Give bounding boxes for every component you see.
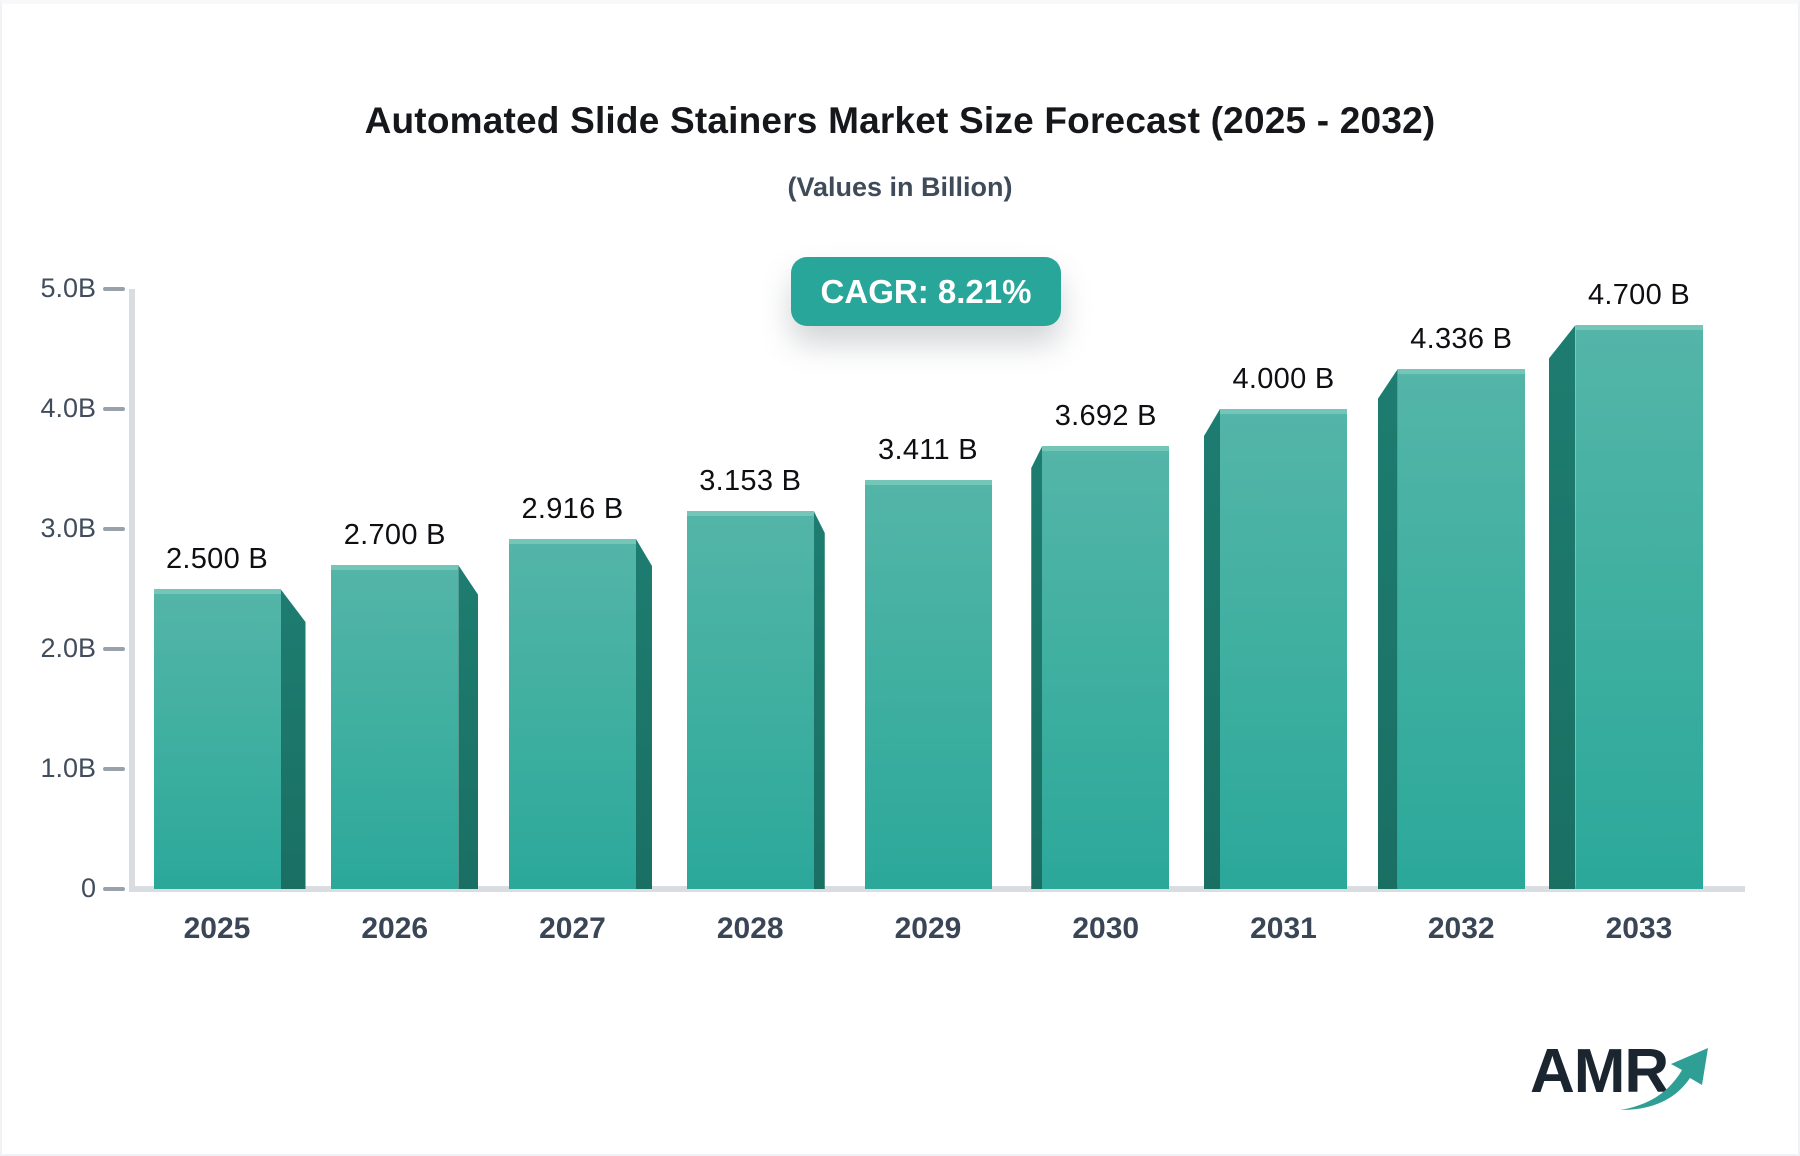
bar-value-label: 4.700 B <box>1587 279 1691 311</box>
bar-2032 <box>1397 369 1525 889</box>
bar-value-label: 2.500 B <box>165 543 269 575</box>
x-axis-tick-label: 2029 <box>894 912 962 945</box>
y-axis-line <box>129 289 135 892</box>
x-axis-tick-label: 2030 <box>1072 912 1140 945</box>
bar-value-label: 3.153 B <box>699 465 802 497</box>
bar-top-highlight <box>1575 325 1703 330</box>
bar-value-label: 4.000 B <box>1232 363 1335 395</box>
bar-2025 <box>153 589 281 889</box>
bar-side-3d <box>813 511 825 889</box>
chart-area: 5.0B 4.0B 3.0B 2.0B 1.0B 0 2.500 B 2025 2.700 B 2… <box>2 4 1798 1154</box>
bar-top-highlight <box>1042 446 1170 451</box>
y-axis-tick-mark <box>103 287 125 291</box>
bar-2027 <box>509 539 636 889</box>
bar-value-label: 2.916 B <box>521 493 624 525</box>
x-axis-tick-label: 2025 <box>183 912 251 945</box>
x-axis-tick-label: 2031 <box>1250 912 1317 945</box>
bar-side-3d <box>636 539 652 889</box>
bar-2033 <box>1575 325 1703 889</box>
growth-arrow-icon <box>1620 1048 1708 1110</box>
x-axis-tick-label: 2028 <box>716 912 784 945</box>
cagr-badge: CAGR: 8.21% <box>791 257 1061 326</box>
bar-side-3d <box>1548 325 1576 889</box>
bar-side-3d <box>1031 446 1043 889</box>
bar-top-highlight <box>1220 409 1347 414</box>
y-axis-tick-mark <box>103 527 125 531</box>
y-axis-tick-label: 2.0B <box>40 633 96 663</box>
brand-logo: AMR <box>1530 1030 1730 1120</box>
cagr-badge-label: CAGR: 8.21% <box>820 272 1032 310</box>
bar-top-highlight <box>864 480 992 485</box>
bar-2028 <box>686 511 814 889</box>
x-axis-tick-label: 2032 <box>1427 912 1495 945</box>
x-axis-line <box>129 886 1745 892</box>
y-axis-tick-mark <box>103 887 125 891</box>
bar-top-highlight <box>1397 369 1525 374</box>
bar-2031 <box>1220 409 1347 889</box>
y-axis-tick-mark <box>103 407 125 411</box>
y-axis-tick-label: 0 <box>80 873 96 903</box>
chart-subtitle: (Values in Billion) <box>787 172 1013 202</box>
y-axis-tick-label: 1.0B <box>40 753 96 783</box>
y-axis-tick-label: 4.0B <box>40 393 96 423</box>
y-axis-tick-label: 5.0B <box>40 273 96 303</box>
brand-logo-text: AMR <box>1530 1037 1669 1106</box>
bar-side-3d <box>280 589 306 889</box>
y-axis-tick-mark <box>103 647 125 651</box>
bar-value-label: 3.411 B <box>878 434 978 466</box>
bar-top-highlight <box>686 511 814 516</box>
bar-value-label: 3.692 B <box>1054 400 1157 432</box>
y-axis-tick-label: 3.0B <box>40 513 96 543</box>
bar-side-3d <box>1377 369 1398 889</box>
y-axis-tick-mark <box>103 767 125 771</box>
bar-top-highlight <box>509 539 636 544</box>
x-axis-tick-label: 2027 <box>539 912 606 945</box>
x-axis-tick-label: 2026 <box>361 912 429 945</box>
bar-side-3d <box>458 565 479 889</box>
bar-value-label: 2.700 B <box>343 519 446 551</box>
x-axis-tick-label: 2033 <box>1605 912 1673 945</box>
bar-top-highlight <box>331 565 459 570</box>
bar-2030 <box>1042 446 1170 889</box>
bar-side-3d <box>1204 409 1220 889</box>
bar-2029 <box>864 480 992 889</box>
bar-2026 <box>331 565 459 889</box>
bar-top-highlight <box>153 589 281 594</box>
chart-title: Automated Slide Stainers Market Size For… <box>364 100 1436 141</box>
bar-value-label: 4.336 B <box>1410 323 1513 355</box>
